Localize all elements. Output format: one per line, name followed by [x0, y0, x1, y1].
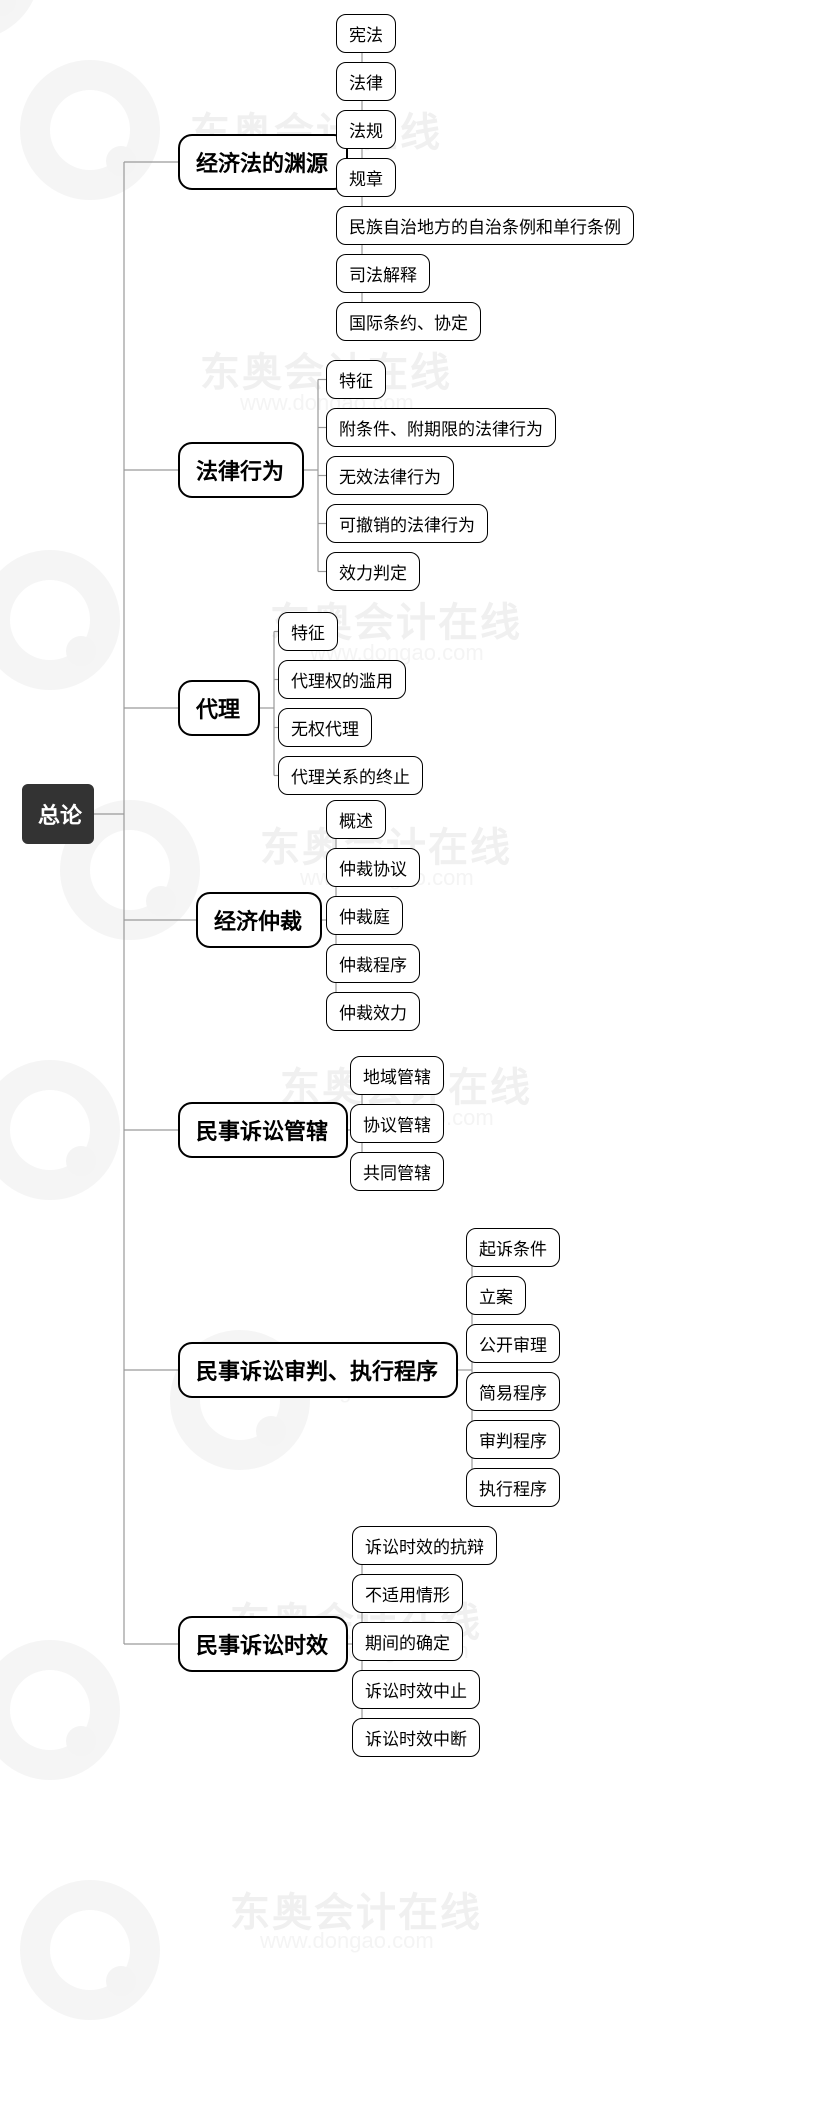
mindmap-node-b2c5: 效力判定 — [326, 552, 420, 591]
mindmap-node-b5c2: 协议管辖 — [350, 1104, 444, 1143]
mindmap-node-b2: 法律行为 — [178, 442, 304, 498]
mindmap-node-b1c2: 法律 — [336, 62, 396, 101]
mindmap-node-b6c6: 执行程序 — [466, 1468, 560, 1507]
mindmap-node-b4c4: 仲裁程序 — [326, 944, 420, 983]
mindmap-node-b4c2: 仲裁协议 — [326, 848, 420, 887]
mindmap-node-b6: 民事诉讼审判、执行程序 — [178, 1342, 458, 1398]
mindmap-node-b5c3: 共同管辖 — [350, 1152, 444, 1191]
mindmap-node-b6c4: 简易程序 — [466, 1372, 560, 1411]
mindmap-node-b4c1: 概述 — [326, 800, 386, 839]
mindmap-node-b2c4: 可撤销的法律行为 — [326, 504, 488, 543]
mindmap-node-b1c4: 规章 — [336, 158, 396, 197]
mindmap-node-b7c1: 诉讼时效的抗辩 — [352, 1526, 497, 1565]
mindmap-node-b5c1: 地域管辖 — [350, 1056, 444, 1095]
mindmap-node-b7c2: 不适用情形 — [352, 1574, 463, 1613]
mindmap-node-b6c5: 审判程序 — [466, 1420, 560, 1459]
mindmap-node-b3c1: 特征 — [278, 612, 338, 651]
mindmap-node-b1c1: 宪法 — [336, 14, 396, 53]
mindmap-node-b5: 民事诉讼管辖 — [178, 1102, 348, 1158]
mindmap-node-b7c4: 诉讼时效中止 — [352, 1670, 480, 1709]
mindmap-node-b1c7: 国际条约、协定 — [336, 302, 481, 341]
mindmap-node-b1c3: 法规 — [336, 110, 396, 149]
mindmap-node-b6c1: 起诉条件 — [466, 1228, 560, 1267]
mindmap-node-root: 总论 — [22, 784, 94, 844]
mindmap-node-b1c6: 司法解释 — [336, 254, 430, 293]
mindmap-node-b4: 经济仲裁 — [196, 892, 322, 948]
mindmap-node-b7: 民事诉讼时效 — [178, 1616, 348, 1672]
mindmap-node-b2c2: 附条件、附期限的法律行为 — [326, 408, 556, 447]
mindmap-node-b2c3: 无效法律行为 — [326, 456, 454, 495]
mindmap-node-b7c3: 期间的确定 — [352, 1622, 463, 1661]
mindmap-node-b3: 代理 — [178, 680, 260, 736]
mindmap-node-b7c5: 诉讼时效中断 — [352, 1718, 480, 1757]
mindmap-node-b3c3: 无权代理 — [278, 708, 372, 747]
mindmap-node-b4c5: 仲裁效力 — [326, 992, 420, 1031]
mindmap-node-b6c3: 公开审理 — [466, 1324, 560, 1363]
mindmap-node-b1: 经济法的渊源 — [178, 134, 348, 190]
mindmap-node-b6c2: 立案 — [466, 1276, 526, 1315]
mindmap-node-b3c2: 代理权的滥用 — [278, 660, 406, 699]
mindmap-node-b4c3: 仲裁庭 — [326, 896, 403, 935]
mindmap-node-b2c1: 特征 — [326, 360, 386, 399]
mindmap-node-b1c5: 民族自治地方的自治条例和单行条例 — [336, 206, 634, 245]
mindmap-node-b3c4: 代理关系的终止 — [278, 756, 423, 795]
